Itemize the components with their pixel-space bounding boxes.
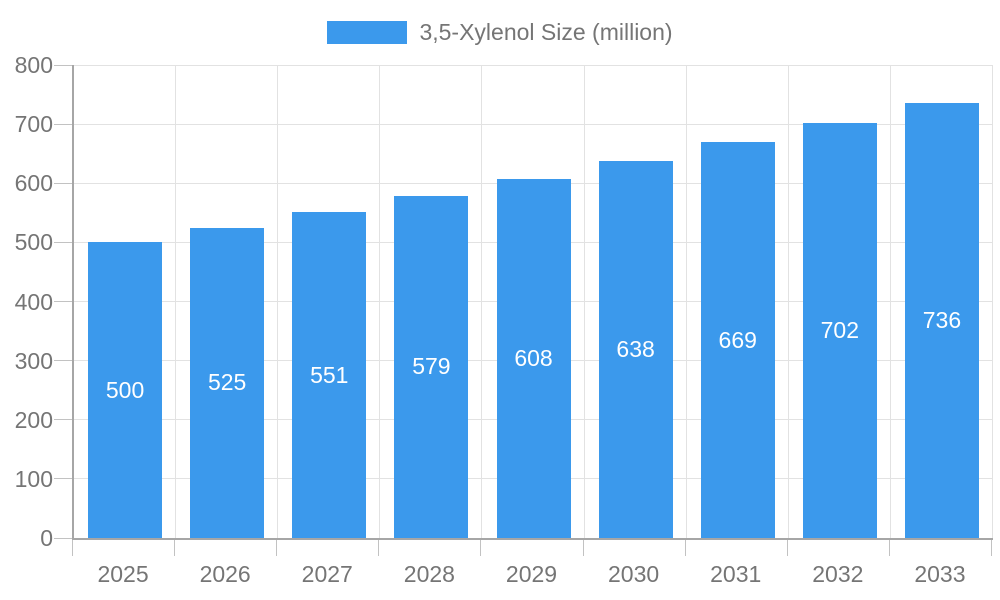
bar-value-label: 551 xyxy=(310,361,349,388)
x-axis-tick-label: 2031 xyxy=(710,561,762,587)
bar-2026[interactable]: 525 xyxy=(190,227,265,538)
y-axis-tick-label: 0 xyxy=(40,525,53,551)
plot-area: 500 525 551 579 608 638 669 702 736 xyxy=(72,64,993,540)
bar-2025[interactable]: 500 xyxy=(88,242,163,538)
bar-2030[interactable]: 638 xyxy=(598,160,673,538)
y-axis-tick-label: 100 xyxy=(14,465,53,492)
gridline-vertical xyxy=(175,65,177,538)
y-axis-tick-label: 700 xyxy=(14,111,53,138)
x-axis-tick-label: 2027 xyxy=(301,561,353,587)
x-axis-tick-label: 2033 xyxy=(914,561,966,587)
bar-2028[interactable]: 579 xyxy=(394,195,469,538)
bar-2033[interactable]: 736 xyxy=(904,102,979,538)
y-axis-tick-label: 200 xyxy=(14,406,53,433)
bar-value-label: 579 xyxy=(412,353,451,380)
gridline-vertical xyxy=(379,65,381,538)
legend[interactable]: 3,5-Xylenol Size (million) xyxy=(0,19,1000,46)
y-tick-mark xyxy=(54,537,72,539)
y-tick-mark xyxy=(54,419,72,421)
x-tick-mark xyxy=(991,540,992,556)
x-axis-tick-label: 2028 xyxy=(403,561,455,587)
x-tick-mark xyxy=(684,540,686,556)
x-tick-mark xyxy=(378,540,380,556)
y-axis-tick-label: 500 xyxy=(14,229,53,256)
bar-value-label: 608 xyxy=(514,344,553,371)
x-axis-tick-label: 2032 xyxy=(812,561,864,587)
x-tick-mark xyxy=(888,540,890,556)
bar-2031[interactable]: 669 xyxy=(700,142,775,538)
x-tick-mark xyxy=(480,540,482,556)
bar-value-label: 525 xyxy=(207,369,247,396)
y-axis-tick-label: 600 xyxy=(14,170,53,197)
x-tick-mark xyxy=(174,540,176,556)
y-tick-mark xyxy=(54,360,72,362)
gridline-vertical xyxy=(685,65,687,538)
y-tick-mark xyxy=(54,301,72,302)
legend-label: 3,5-Xylenol Size (million) xyxy=(419,19,673,45)
y-tick-mark xyxy=(54,64,72,66)
x-axis-tick-label: 2026 xyxy=(199,561,251,587)
gridline-vertical xyxy=(889,65,891,538)
y-tick-mark xyxy=(54,241,72,243)
legend-swatch[interactable] xyxy=(327,21,408,44)
x-tick-mark xyxy=(72,540,73,556)
y-axis-tick-label: 400 xyxy=(14,288,53,315)
bar-value-label: 500 xyxy=(105,376,145,403)
y-axis-tick-label: 800 xyxy=(14,52,53,78)
x-axis-tick-label: 2030 xyxy=(608,561,660,587)
bar-2029[interactable]: 608 xyxy=(496,178,571,538)
gridline-vertical xyxy=(583,65,585,538)
gridline-horizontal xyxy=(74,123,993,125)
bar-2027[interactable]: 551 xyxy=(292,212,367,538)
bar-value-label: 736 xyxy=(922,306,962,333)
bar-value-label: 669 xyxy=(718,326,757,353)
x-tick-mark xyxy=(276,540,278,556)
y-axis-tick-label: 300 xyxy=(14,347,53,374)
bar-value-label: 702 xyxy=(820,316,860,343)
y-tick-mark xyxy=(54,478,72,480)
gridline-vertical xyxy=(277,65,279,538)
x-axis-tick-label: 2025 xyxy=(97,561,149,587)
y-tick-mark xyxy=(54,182,72,184)
gridline-vertical xyxy=(992,65,993,538)
bar-value-label: 638 xyxy=(616,335,655,362)
gridline-vertical xyxy=(481,65,483,538)
bar-2032[interactable]: 702 xyxy=(802,122,877,538)
x-axis-tick-label: 2029 xyxy=(505,561,558,587)
gridline-vertical xyxy=(787,65,789,538)
x-tick-mark xyxy=(582,540,584,556)
x-tick-mark xyxy=(786,540,788,556)
gridline-horizontal xyxy=(74,64,993,66)
y-tick-mark xyxy=(54,123,72,125)
